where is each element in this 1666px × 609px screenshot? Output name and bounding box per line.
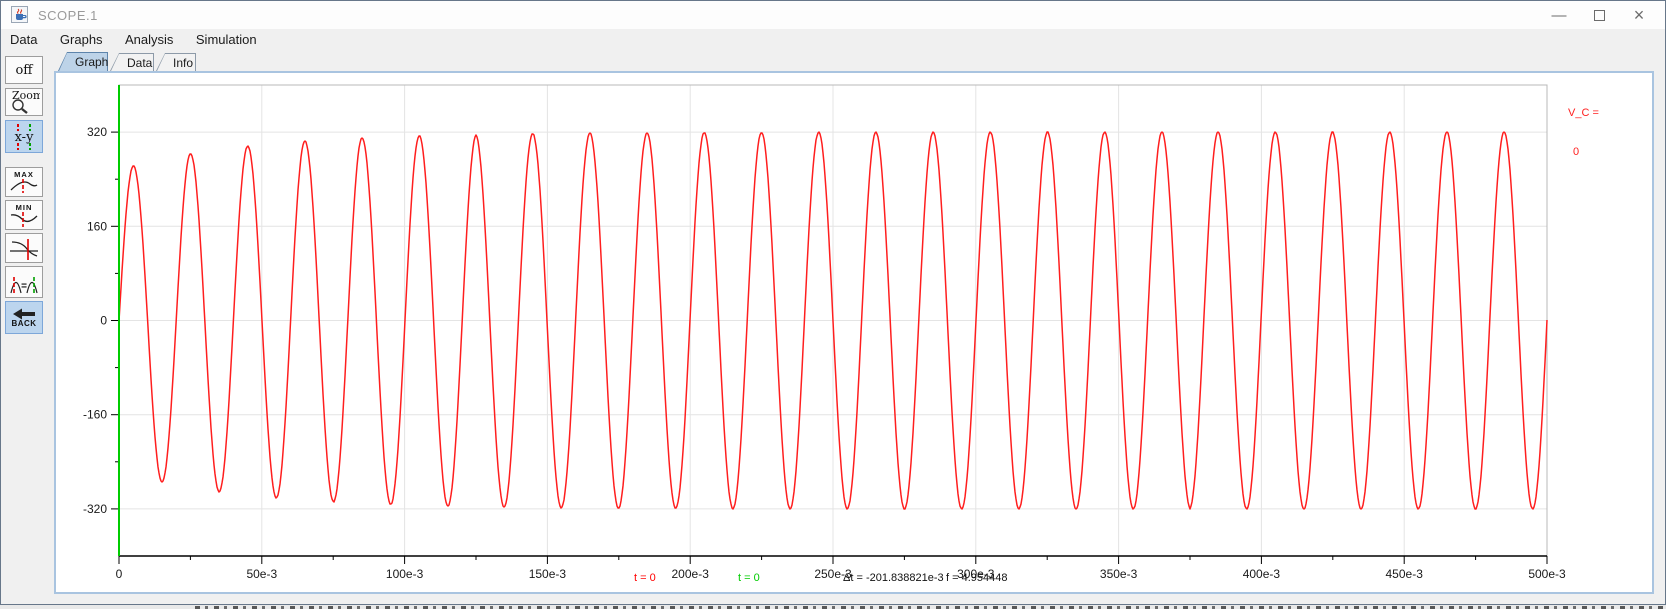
cursor2-readout: t = 0 (738, 572, 760, 584)
zero-crossing-button[interactable] (5, 233, 43, 263)
svg-text:0: 0 (116, 567, 123, 581)
off-button[interactable]: off (5, 56, 43, 84)
java-app-icon (11, 6, 28, 23)
close-button[interactable]: × (1633, 4, 1645, 25)
maximize-icon (1593, 9, 1605, 21)
svg-text:400e-3: 400e-3 (1243, 567, 1281, 581)
min-button[interactable]: MIN (5, 200, 43, 230)
tab-graph-label: Graph (75, 55, 109, 69)
svg-text:150e-3: 150e-3 (529, 567, 567, 581)
svg-text:200e-3: 200e-3 (672, 567, 710, 581)
minimize-button[interactable]: — (1551, 6, 1567, 24)
graph-panel: 0 50e-3 100e-3 150e-3 200e-3 250e-3 300e-3 350e… (54, 71, 1654, 594)
tab-data-label: Data (127, 56, 153, 70)
frequency-readout: f = 4.954448 (946, 572, 1008, 584)
tab-info[interactable]: Info (156, 53, 196, 71)
magnifier-icon: Zoom (12, 89, 40, 114)
max-icon: MAX (10, 170, 38, 193)
svg-text:160: 160 (87, 219, 107, 233)
xy-cursors-icon: x-y (15, 124, 34, 150)
xy-cursors-button[interactable]: x-y (5, 120, 43, 153)
off-button-label: off (15, 62, 33, 78)
menu-data[interactable]: Data (10, 32, 38, 47)
window-title: SCOPE.1 (38, 8, 98, 23)
tab-bar: Graph Data Info (58, 52, 198, 71)
svg-text:Zoom: Zoom (12, 89, 40, 102)
cursor1-readout: t = 0 (634, 572, 656, 584)
svg-text:50e-3: 50e-3 (246, 567, 277, 581)
compare-peaks-button[interactable]: = (5, 266, 43, 298)
waveform-chart[interactable]: 0 50e-3 100e-3 150e-3 200e-3 250e-3 300e-3 350e… (56, 73, 1652, 592)
min-icon: MIN (10, 203, 38, 227)
tab-graph[interactable]: Graph (58, 52, 108, 71)
back-arrow-icon (13, 308, 35, 319)
tab-data[interactable]: Data (110, 53, 154, 71)
svg-text:MIN: MIN (16, 203, 33, 212)
svg-text:0: 0 (100, 314, 107, 328)
svg-text:=: = (21, 281, 27, 292)
zoom-button[interactable]: Zoom (5, 88, 43, 116)
window-controls: — × (1539, 1, 1659, 29)
clipped-text-dashes (195, 606, 1666, 609)
max-button[interactable]: MAX (5, 167, 43, 197)
svg-text:320: 320 (87, 125, 107, 139)
svg-text:450e-3: 450e-3 (1386, 567, 1424, 581)
svg-text:-320: -320 (83, 502, 107, 516)
menu-graphs[interactable]: Graphs (59, 32, 103, 47)
compare-peaks-icon: = (10, 277, 38, 294)
svg-text:100e-3: 100e-3 (386, 567, 424, 581)
svg-text:250e-3: 250e-3 (814, 567, 852, 581)
svg-text:-160: -160 (83, 408, 107, 422)
svg-text:500e-3: 500e-3 (1528, 567, 1566, 581)
delta-t-readout: Δt = -201.838821e-3 (843, 572, 944, 584)
menu-analysis[interactable]: Analysis (125, 32, 174, 47)
menu-bar: Data Graphs Analysis Simulation (1, 29, 1665, 51)
clipped-content-strip (0, 605, 1666, 609)
title-bar[interactable]: SCOPE.1 — × (1, 1, 1665, 29)
menu-simulation[interactable]: Simulation (195, 32, 257, 47)
legend-signal-name: V_C = (1568, 107, 1599, 119)
svg-text:350e-3: 350e-3 (1100, 567, 1138, 581)
signal-legend: V_C = 0 (1568, 81, 1599, 185)
back-button-label: BACK (11, 318, 37, 328)
maximize-button[interactable] (1579, 1, 1619, 29)
back-button[interactable]: BACK (5, 301, 43, 334)
svg-text:300e-3: 300e-3 (957, 567, 995, 581)
legend-signal-value: 0 (1573, 146, 1580, 158)
svg-text:x-y: x-y (15, 130, 34, 145)
zero-crossing-icon (10, 239, 38, 260)
tab-info-label: Info (173, 56, 194, 70)
svg-text:MAX: MAX (14, 170, 34, 179)
